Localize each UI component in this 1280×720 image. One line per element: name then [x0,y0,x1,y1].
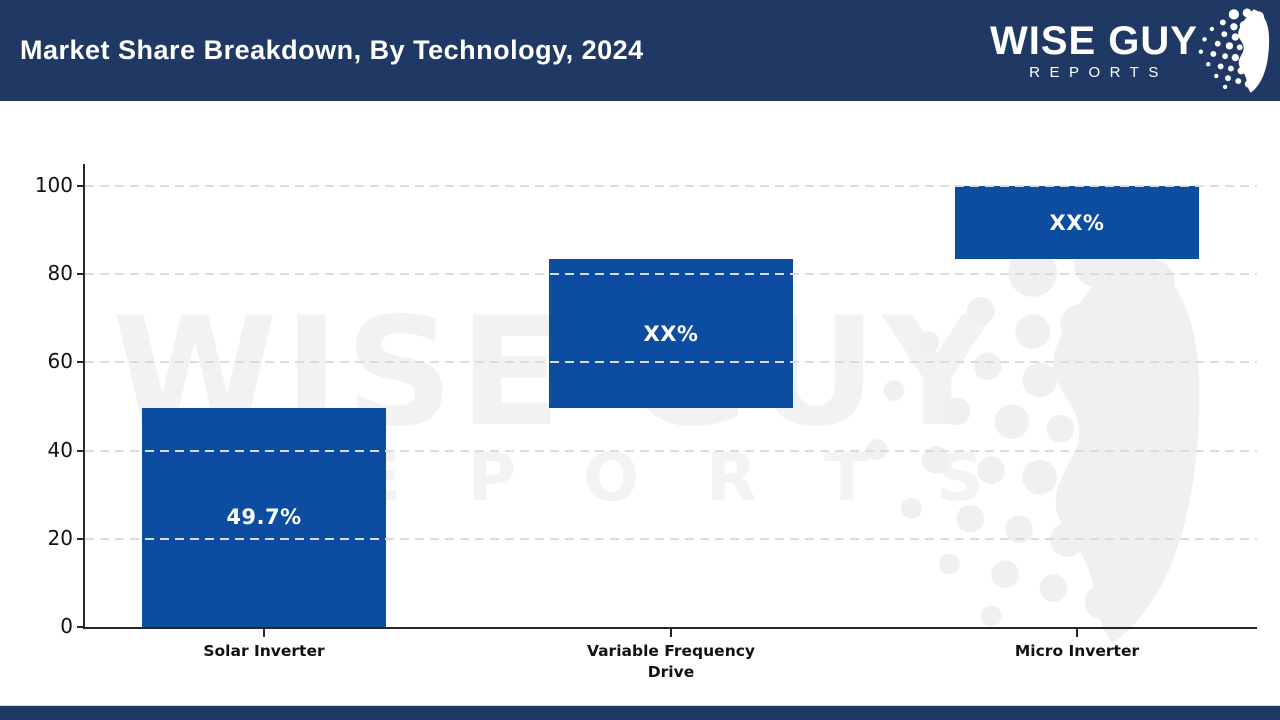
logo-text: WISE GUY REPORTS [990,21,1198,81]
y-tick-mark [77,273,85,276]
gridline [85,185,1257,187]
y-tick-label: 100 [34,173,73,197]
x-axis-line [83,627,1257,629]
logo-reports-label: REPORTS [1029,63,1168,81]
bar-segment: XX% [955,186,1199,260]
dotted-face-icon [1198,7,1270,93]
page-title: Market Share Breakdown, By Technology, 2… [20,35,644,65]
y-tick-label: 40 [47,437,73,462]
bar-value-label: XX% [1049,210,1105,235]
y-tick-mark [77,361,85,364]
x-tick-label: Variable Frequency Drive [586,642,756,681]
y-tick-mark [77,537,85,540]
y-tick-mark [77,185,85,187]
y-tick-label: 80 [47,261,73,286]
y-tick-mark [77,626,85,628]
x-tick-label: Solar Inverter [203,642,325,660]
x-tick-mark [1076,629,1078,637]
bar-segment: 49.7% [142,407,386,627]
wise-guy-reports-logo: WISE GUY REPORTS [990,7,1280,95]
bar-value-label: 49.7% [226,505,302,530]
header-bar: Market Share Breakdown, By Technology, 2… [0,0,1280,101]
y-tick-label: 20 [47,525,73,550]
bar-value-label: XX% [643,321,699,346]
y-tick-label: 60 [47,349,73,374]
gridline [85,449,1257,452]
logo-wise-guy-label: WISE GUY [989,18,1198,63]
watermark-dotted-face-icon [866,244,1200,644]
y-axis-line [83,164,85,629]
x-tick-mark [263,629,265,637]
y-tick-mark [77,449,85,452]
chart-area: WISE GUY R E P O R T S 0 20 40 60 80 100 49.7%… [0,101,1280,706]
x-tick-mark [670,629,672,637]
x-tick-label: Micro Inverter [1014,642,1140,660]
gridline [85,537,1257,540]
y-tick-label: 0 [60,614,73,638]
gridline [85,361,1257,364]
gridline [85,273,1257,276]
bar-segment: XX% [549,259,793,408]
footer-bar [0,705,1280,720]
